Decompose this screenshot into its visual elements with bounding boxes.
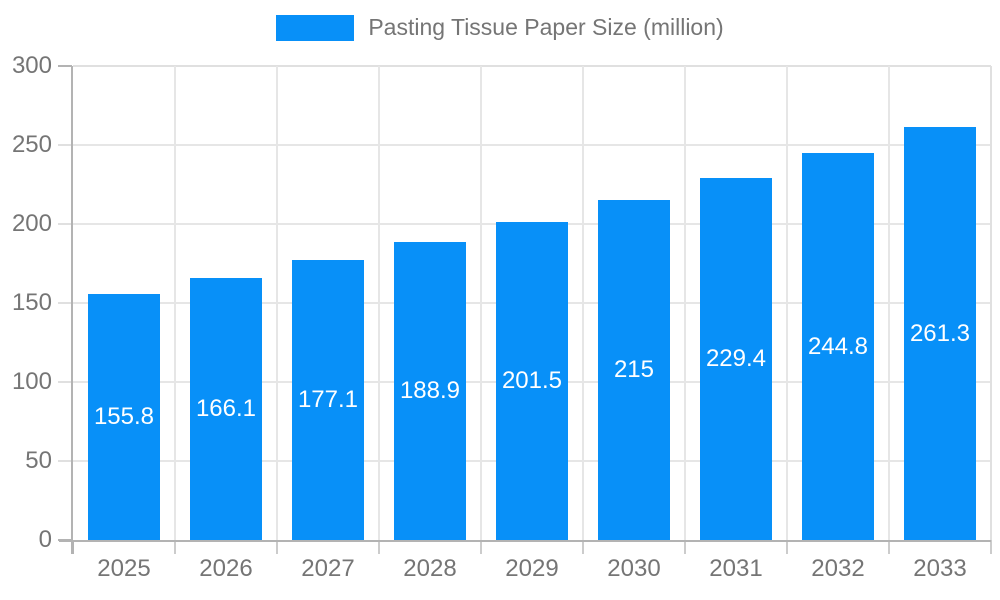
x-axis-tick xyxy=(683,540,686,554)
bar-value-label: 215 xyxy=(613,356,655,384)
bar-2033[interactable]: 261.3 xyxy=(903,127,976,540)
x-axis-line xyxy=(59,540,991,542)
y-axis-tick xyxy=(58,460,72,463)
y-axis-label: 50 xyxy=(25,447,52,475)
y-axis-tick xyxy=(58,302,72,304)
x-axis-tick xyxy=(786,540,788,554)
bar-2027[interactable]: 177.1 xyxy=(291,260,364,540)
gridline-vertical xyxy=(275,66,278,540)
gridline-vertical xyxy=(683,66,686,540)
x-axis-label: 2032 xyxy=(811,555,865,582)
bar-2028[interactable]: 188.9 xyxy=(393,241,466,540)
gridline-vertical xyxy=(990,66,992,540)
x-axis-label: 2027 xyxy=(301,555,355,582)
y-axis-label: 250 xyxy=(11,131,52,158)
bar-2025[interactable]: 155.8 xyxy=(87,293,160,540)
y-axis-tick xyxy=(58,223,72,226)
legend-item[interactable]: Pasting Tissue Paper Size (million) xyxy=(276,14,724,41)
bar-value-label: 166.1 xyxy=(195,394,257,422)
legend: Pasting Tissue Paper Size (million) xyxy=(0,14,1000,41)
x-axis-label: 2026 xyxy=(199,555,253,582)
x-axis-tick xyxy=(582,540,584,554)
x-axis-label: 2031 xyxy=(709,555,763,582)
legend-label: Pasting Tissue Paper Size (million) xyxy=(368,14,724,40)
y-axis-label: 200 xyxy=(11,210,52,238)
y-axis-tick xyxy=(58,381,72,384)
x-axis-label: 2033 xyxy=(913,555,967,582)
bar-2030[interactable]: 215 xyxy=(597,200,670,540)
bar-value-label: 244.8 xyxy=(807,332,869,360)
x-axis-tick xyxy=(275,540,278,554)
bar-value-label: 261.3 xyxy=(909,319,971,347)
x-axis-tick xyxy=(173,540,176,554)
gridline-vertical xyxy=(887,66,890,540)
x-axis-tick xyxy=(887,540,890,554)
plot-area: 0 50 100 150 200 250 300 2025 2026 2027 2028 2029 20… xyxy=(12,53,992,582)
x-axis-tick xyxy=(990,540,992,554)
bar-value-label: 177.1 xyxy=(297,386,359,414)
y-axis-label: 0 xyxy=(38,526,52,553)
x-axis-label: 2029 xyxy=(505,555,559,582)
bar-value-label: 155.8 xyxy=(93,402,155,430)
bar-value-label: 229.4 xyxy=(705,344,767,372)
gridline-vertical xyxy=(377,66,380,540)
x-axis-tick xyxy=(377,540,380,554)
bar-value-label: 201.5 xyxy=(501,366,563,394)
x-axis-tick xyxy=(72,540,74,554)
x-axis-label: 2030 xyxy=(607,555,661,582)
gridline-vertical xyxy=(173,66,176,540)
gridline-horizontal xyxy=(73,144,991,146)
bar-2032[interactable]: 244.8 xyxy=(801,153,874,540)
legend-swatch xyxy=(276,14,355,41)
y-axis-label: 150 xyxy=(11,289,52,316)
x-axis-label: 2028 xyxy=(403,555,457,582)
gridline-vertical xyxy=(582,66,584,540)
y-axis-label: 100 xyxy=(11,368,52,396)
y-axis-label: 300 xyxy=(11,52,52,79)
bar-2031[interactable]: 229.4 xyxy=(699,177,772,540)
x-axis-tick xyxy=(479,540,482,554)
gridline-vertical xyxy=(786,66,788,540)
bar-2029[interactable]: 201.5 xyxy=(495,221,568,540)
gridline-vertical xyxy=(479,66,482,540)
y-axis-tick xyxy=(58,65,72,67)
bar-2026[interactable]: 166.1 xyxy=(189,277,262,540)
bar-value-label: 188.9 xyxy=(399,376,461,404)
gridline-horizontal xyxy=(73,65,991,67)
y-axis-line xyxy=(71,66,73,554)
y-axis-tick xyxy=(58,144,72,146)
x-axis-label: 2025 xyxy=(97,555,151,582)
